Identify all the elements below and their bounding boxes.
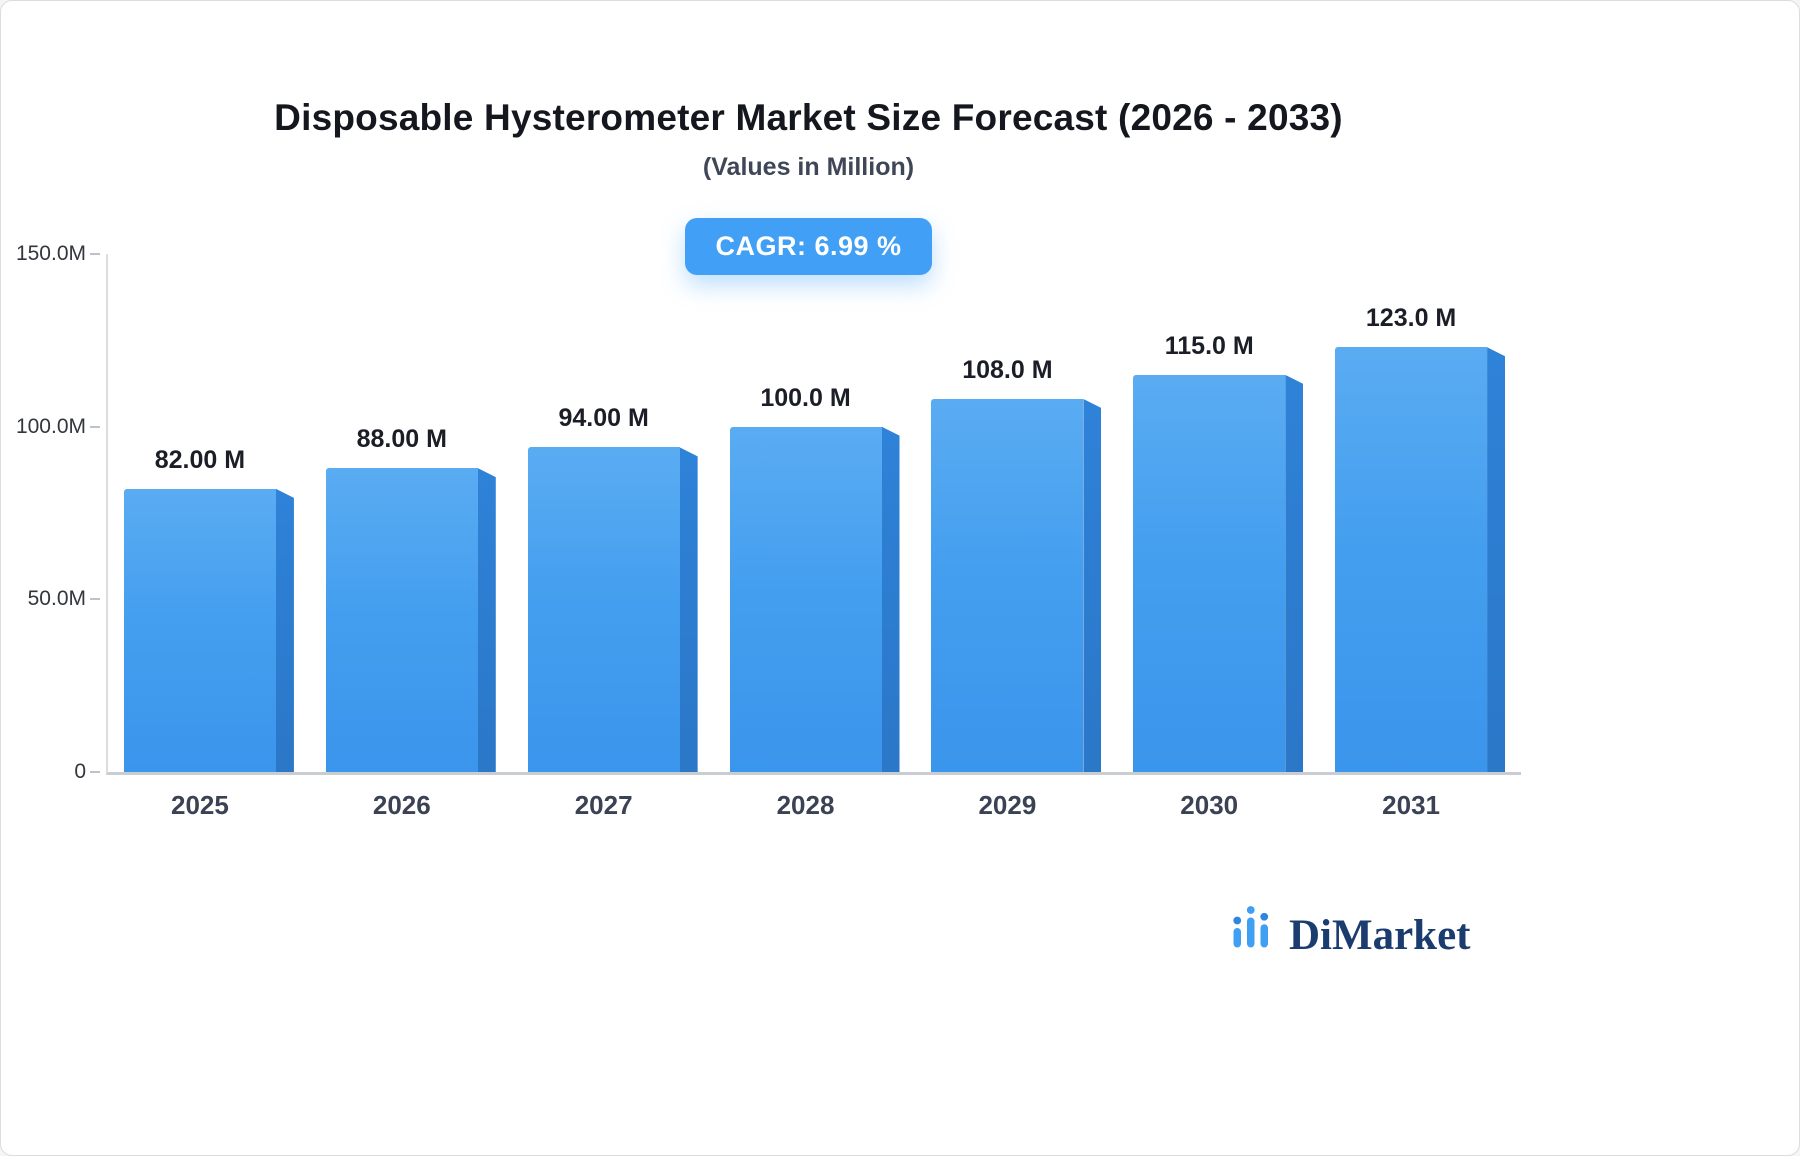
x-axis-tick-label: 2029 xyxy=(978,790,1037,820)
bar-value-label: 123.0 M xyxy=(1365,304,1457,333)
bar: 100.0 M xyxy=(729,254,900,772)
bar-group: 100.0 M 2028 xyxy=(714,254,916,820)
bar-value-label: 88.00 M xyxy=(356,425,447,454)
bar-group: 115.0 M 2030 xyxy=(1117,254,1319,820)
bar-value-label: 100.0 M xyxy=(760,383,851,412)
bar-side xyxy=(1285,374,1304,772)
x-axis-tick-label: 2031 xyxy=(1382,790,1440,820)
y-axis-tick-mark xyxy=(90,253,100,255)
brand-logo: DiMarket xyxy=(1229,904,1471,957)
chart-header: Disposable Hysterometer Market Size Fore… xyxy=(1,1,1616,275)
x-axis-tick-label: 2030 xyxy=(1180,790,1239,820)
bar-group: 94.00 M 2027 xyxy=(512,254,714,820)
bar-side xyxy=(1083,399,1102,772)
bar-side xyxy=(1487,347,1506,772)
bar-face xyxy=(527,447,680,772)
bar-group: 123.0 M 2031 xyxy=(1319,254,1521,820)
bar-chart-icon xyxy=(1229,904,1277,957)
y-axis-tick-label: 50.0M xyxy=(27,587,86,611)
bar-face xyxy=(1133,374,1286,772)
y-axis-tick-label: 100.0M xyxy=(15,414,86,438)
y-axis: 0 50.0M 100.0M 150.0M xyxy=(1,242,104,783)
bar: 115.0 M xyxy=(1133,254,1304,772)
x-axis-tick-label: 2025 xyxy=(171,790,229,820)
bar-value-label: 82.00 M xyxy=(154,445,246,474)
bar-face xyxy=(931,399,1084,772)
y-axis-tick-mark xyxy=(90,771,100,773)
bar: 82.00 M xyxy=(123,254,294,772)
plot-area: 82.00 M 2025 88.00 M 2026 94.00 M 2027 100.0 M… xyxy=(106,254,1521,820)
bar-value-label: 108.0 M xyxy=(962,356,1053,385)
y-axis-tick-mark xyxy=(90,598,100,601)
bar-group: 108.0 M 2029 xyxy=(915,254,1117,820)
bar-face xyxy=(1335,347,1488,772)
cagr-badge: CAGR: 6.99 % xyxy=(685,218,932,275)
chart-subtitle: (Values in Million) xyxy=(702,153,915,181)
chart-title: Disposable Hysterometer Market Size Fore… xyxy=(274,97,1343,138)
bar-face xyxy=(729,426,882,772)
y-axis-tick-mark xyxy=(90,425,100,428)
bar-face xyxy=(123,488,276,772)
bar-value-label: 115.0 M xyxy=(1164,331,1254,360)
x-axis-tick-label: 2027 xyxy=(574,790,633,820)
bar-group: 88.00 M 2026 xyxy=(310,254,512,820)
bar-side xyxy=(881,426,900,772)
bar-face xyxy=(325,468,478,772)
bar-side xyxy=(275,488,294,772)
x-axis-tick-label: 2028 xyxy=(776,790,835,820)
y-axis-tick-label: 150.0M xyxy=(15,242,86,265)
bar: 88.00 M xyxy=(325,254,496,772)
bar: 108.0 M xyxy=(931,254,1102,772)
brand-logo-text: DiMarket xyxy=(1289,912,1471,959)
bar: 94.00 M xyxy=(527,254,698,772)
bar: 123.0 M xyxy=(1335,254,1506,772)
bar-side xyxy=(679,447,698,772)
bar-side xyxy=(477,468,496,772)
bar-group: 82.00 M 2025 xyxy=(108,254,310,820)
y-axis-tick-label: 0 xyxy=(74,760,86,783)
x-axis-tick-label: 2026 xyxy=(372,790,431,820)
bar-value-label: 94.00 M xyxy=(558,404,649,433)
